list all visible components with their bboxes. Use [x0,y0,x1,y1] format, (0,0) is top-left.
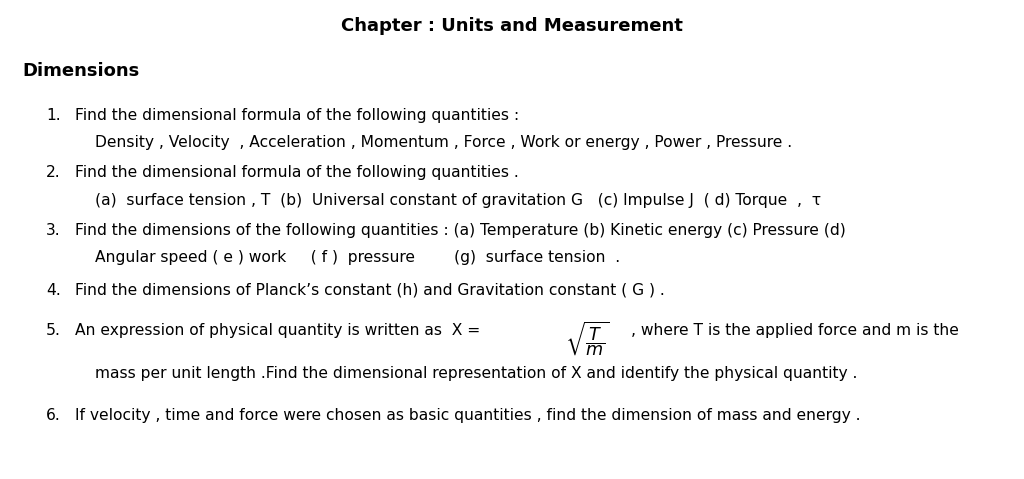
Text: Find the dimensional formula of the following quantities :: Find the dimensional formula of the foll… [75,108,519,123]
Text: 1.: 1. [46,108,60,123]
Text: Density , Velocity  , Acceleration , Momentum , Force , Work or energy , Power ,: Density , Velocity , Acceleration , Mome… [95,135,793,150]
Text: If velocity , time and force were chosen as basic quantities , find the dimensio: If velocity , time and force were chosen… [75,408,860,423]
Text: mass per unit length .Find the dimensional representation of X and identify the : mass per unit length .Find the dimension… [95,366,858,381]
Text: 4.: 4. [46,283,60,297]
Text: Find the dimensions of the following quantities : (a) Temperature (b) Kinetic en: Find the dimensions of the following qua… [75,223,846,238]
Text: 5.: 5. [46,323,61,338]
Text: 6.: 6. [46,408,60,423]
Text: 3.: 3. [46,223,60,238]
Text: Dimensions: Dimensions [23,62,140,80]
Text: 2.: 2. [46,165,60,180]
Text: Find the dimensional formula of the following quantities .: Find the dimensional formula of the foll… [75,165,518,180]
Text: (a)  surface tension , T  (b)  Universal constant of gravitation G   (c) Impulse: (a) surface tension , T (b) Universal co… [95,193,821,207]
Text: An expression of physical quantity is written as  X =: An expression of physical quantity is wr… [75,323,485,338]
Text: Chapter : Units and Measurement: Chapter : Units and Measurement [341,17,683,35]
Text: Angular speed ( e ) work     ( f )  pressure        (g)  surface tension  .: Angular speed ( e ) work ( f ) pressure … [95,250,621,265]
Text: Find the dimensions of Planck’s constant (h) and Gravitation constant ( G ) .: Find the dimensions of Planck’s constant… [75,283,665,297]
Text: $\sqrt{\dfrac{T}{m}}$: $\sqrt{\dfrac{T}{m}}$ [565,319,609,358]
Text: , where T is the applied force and m is the: , where T is the applied force and m is … [631,323,958,338]
